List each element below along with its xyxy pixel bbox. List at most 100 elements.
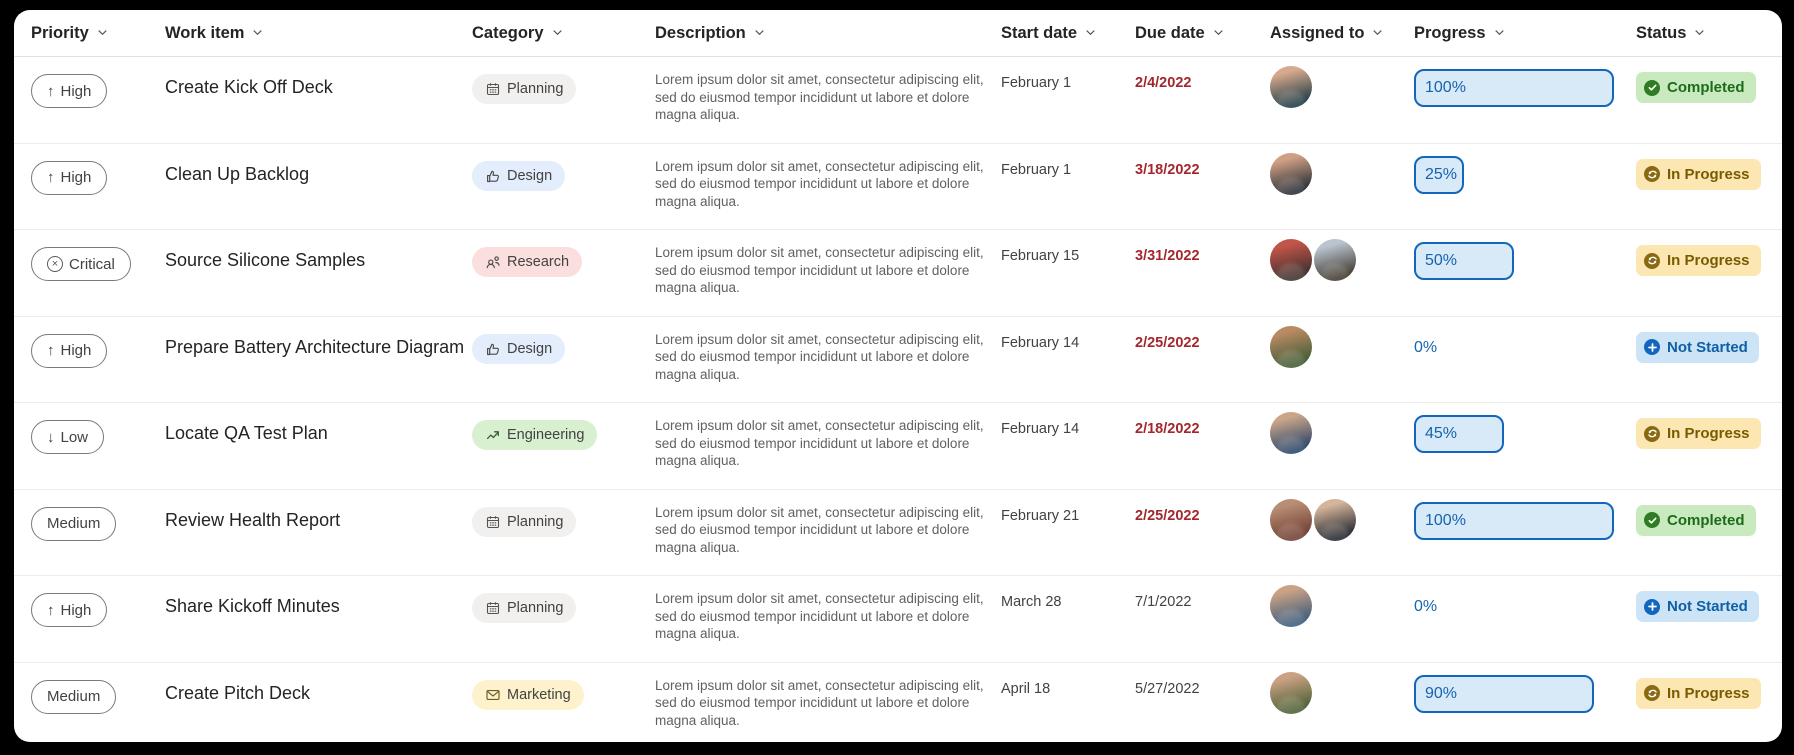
priority-pill[interactable]: ↑ High <box>31 333 108 368</box>
status-badge[interactable]: In Progress <box>1636 245 1761 276</box>
calendar-icon <box>485 81 501 97</box>
work-item-title[interactable]: Create Pitch Deck <box>165 682 311 703</box>
assigned-to-cell <box>1270 671 1414 714</box>
status-badge[interactable]: Not Started <box>1636 331 1759 363</box>
work-item-title[interactable]: Review Health Report <box>165 509 341 530</box>
table-row: ↑ High Prepare Battery Architecture Diagra… <box>14 317 1782 403</box>
progress-bar[interactable]: 50% <box>1414 242 1514 280</box>
category-cell: Planning <box>472 57 655 104</box>
chevron-down-icon <box>251 25 264 44</box>
column-header-work-item[interactable]: Work item <box>165 23 472 44</box>
status-badge[interactable]: In Progress <box>1636 158 1761 190</box>
plus-icon <box>1644 598 1660 615</box>
assigned-to-cell <box>1270 412 1414 454</box>
progress-value[interactable]: 0% <box>1414 338 1438 356</box>
due-date-overdue: 3/18/2022 <box>1135 161 1200 178</box>
avatar[interactable] <box>1270 239 1312 281</box>
column-header-priority[interactable]: Priority <box>14 23 165 44</box>
priority-pill[interactable]: Medium <box>31 679 117 714</box>
category-chip[interactable]: Planning <box>472 74 577 104</box>
progress-bar[interactable]: 90% <box>1414 674 1594 713</box>
work-item-title[interactable]: Create Kick Off Deck <box>165 77 333 97</box>
calendar-icon <box>485 600 501 616</box>
start-date: February 14 <box>1001 334 1080 351</box>
category-chip[interactable]: Research <box>472 247 583 277</box>
column-header-assigned-to[interactable]: Assigned to <box>1270 23 1414 44</box>
category-chip[interactable]: Design <box>472 333 566 364</box>
priority-pill[interactable]: ↑ High <box>31 74 108 108</box>
progress-bar[interactable]: 45% <box>1414 415 1504 453</box>
avatar[interactable] <box>1270 152 1312 195</box>
work-item-title[interactable]: Source Silicone Samples <box>165 250 366 270</box>
avatar[interactable] <box>1270 325 1312 368</box>
status-badge[interactable]: In Progress <box>1636 418 1761 449</box>
progress-cell: 100% <box>1414 501 1636 540</box>
column-header-label: Description <box>655 23 746 42</box>
priority-pill[interactable]: ↑ High <box>31 593 108 627</box>
progress-cell: 50% <box>1414 242 1636 280</box>
avatar[interactable] <box>1270 585 1312 627</box>
sync-icon <box>1644 685 1660 701</box>
due-date-overdue: 2/4/2022 <box>1135 75 1192 91</box>
status-label: Not Started <box>1667 338 1748 356</box>
chevron-down-icon <box>1493 25 1506 44</box>
priority-cell: Medium <box>14 506 165 541</box>
progress-value: 25% <box>1425 165 1458 183</box>
priority-pill[interactable]: ↑ High <box>31 160 108 195</box>
category-chip[interactable]: Planning <box>472 593 577 623</box>
status-badge[interactable]: In Progress <box>1636 677 1761 709</box>
work-item-title[interactable]: Prepare Battery Architecture Diagram <box>165 336 465 357</box>
status-badge[interactable]: Completed <box>1636 72 1756 103</box>
avatar[interactable] <box>1270 412 1312 454</box>
status-cell: Completed <box>1636 490 1782 536</box>
priority-pill[interactable]: Medium <box>31 506 117 541</box>
plus-icon <box>1644 339 1660 355</box>
progress-bar[interactable]: 100% <box>1414 501 1614 540</box>
status-badge[interactable]: Not Started <box>1636 591 1759 622</box>
start-date: February 1 <box>1001 161 1072 178</box>
progress-value[interactable]: 0% <box>1414 598 1438 615</box>
progress-bar[interactable]: 25% <box>1414 155 1464 194</box>
category-chip[interactable]: Design <box>472 160 566 191</box>
avatar[interactable] <box>1270 671 1312 714</box>
column-header-description[interactable]: Description <box>655 23 1001 44</box>
arrow-up-icon: ↑ <box>47 601 55 619</box>
category-label: Planning <box>507 81 564 97</box>
column-header-start-date[interactable]: Start date <box>1001 23 1135 44</box>
progress-cell: 0% <box>1414 588 1636 616</box>
column-header-category[interactable]: Category <box>472 23 655 44</box>
circle-cross-icon: × <box>47 256 63 272</box>
column-header-label: Due date <box>1135 23 1205 42</box>
arrow-up-icon: ↑ <box>47 342 55 359</box>
avatar[interactable] <box>1270 498 1312 541</box>
category-chip[interactable]: Engineering <box>472 420 598 450</box>
status-badge[interactable]: Completed <box>1636 504 1756 536</box>
category-cell: Engineering <box>472 403 655 450</box>
progress-value: 45% <box>1425 425 1458 442</box>
progress-bar[interactable]: 100% <box>1414 69 1614 107</box>
priority-pill[interactable]: ↓ Low <box>31 420 105 454</box>
mail-icon <box>485 687 501 703</box>
avatar[interactable] <box>1270 66 1312 108</box>
table-row: × Critical Source Silicone Samples Research… <box>14 230 1782 317</box>
status-cell: In Progress <box>1636 230 1782 276</box>
column-header-progress[interactable]: Progress <box>1414 23 1636 44</box>
priority-pill[interactable]: × Critical <box>31 247 131 281</box>
avatar[interactable] <box>1314 239 1356 281</box>
assigned-to-cell <box>1270 152 1414 195</box>
category-chip[interactable]: Planning <box>472 506 577 537</box>
column-header-status[interactable]: Status <box>1636 23 1782 44</box>
description-text: Lorem ipsum dolor sit amet, consectetur … <box>655 245 984 296</box>
work-item-title[interactable]: Clean Up Backlog <box>165 163 310 184</box>
status-label: In Progress <box>1667 425 1750 442</box>
priority-label: Low <box>60 428 89 446</box>
column-header-due-date[interactable]: Due date <box>1135 23 1270 44</box>
work-item-title[interactable]: Share Kickoff Minutes <box>165 596 340 616</box>
work-item-title[interactable]: Locate QA Test Plan <box>165 423 328 443</box>
start-date: February 21 <box>1001 507 1080 524</box>
category-chip[interactable]: Marketing <box>472 679 584 710</box>
chevron-down-icon <box>753 25 766 44</box>
avatar[interactable] <box>1314 498 1356 541</box>
description-text: Lorem ipsum dolor sit amet, consectetur … <box>655 418 984 469</box>
category-label: Design <box>507 167 553 184</box>
